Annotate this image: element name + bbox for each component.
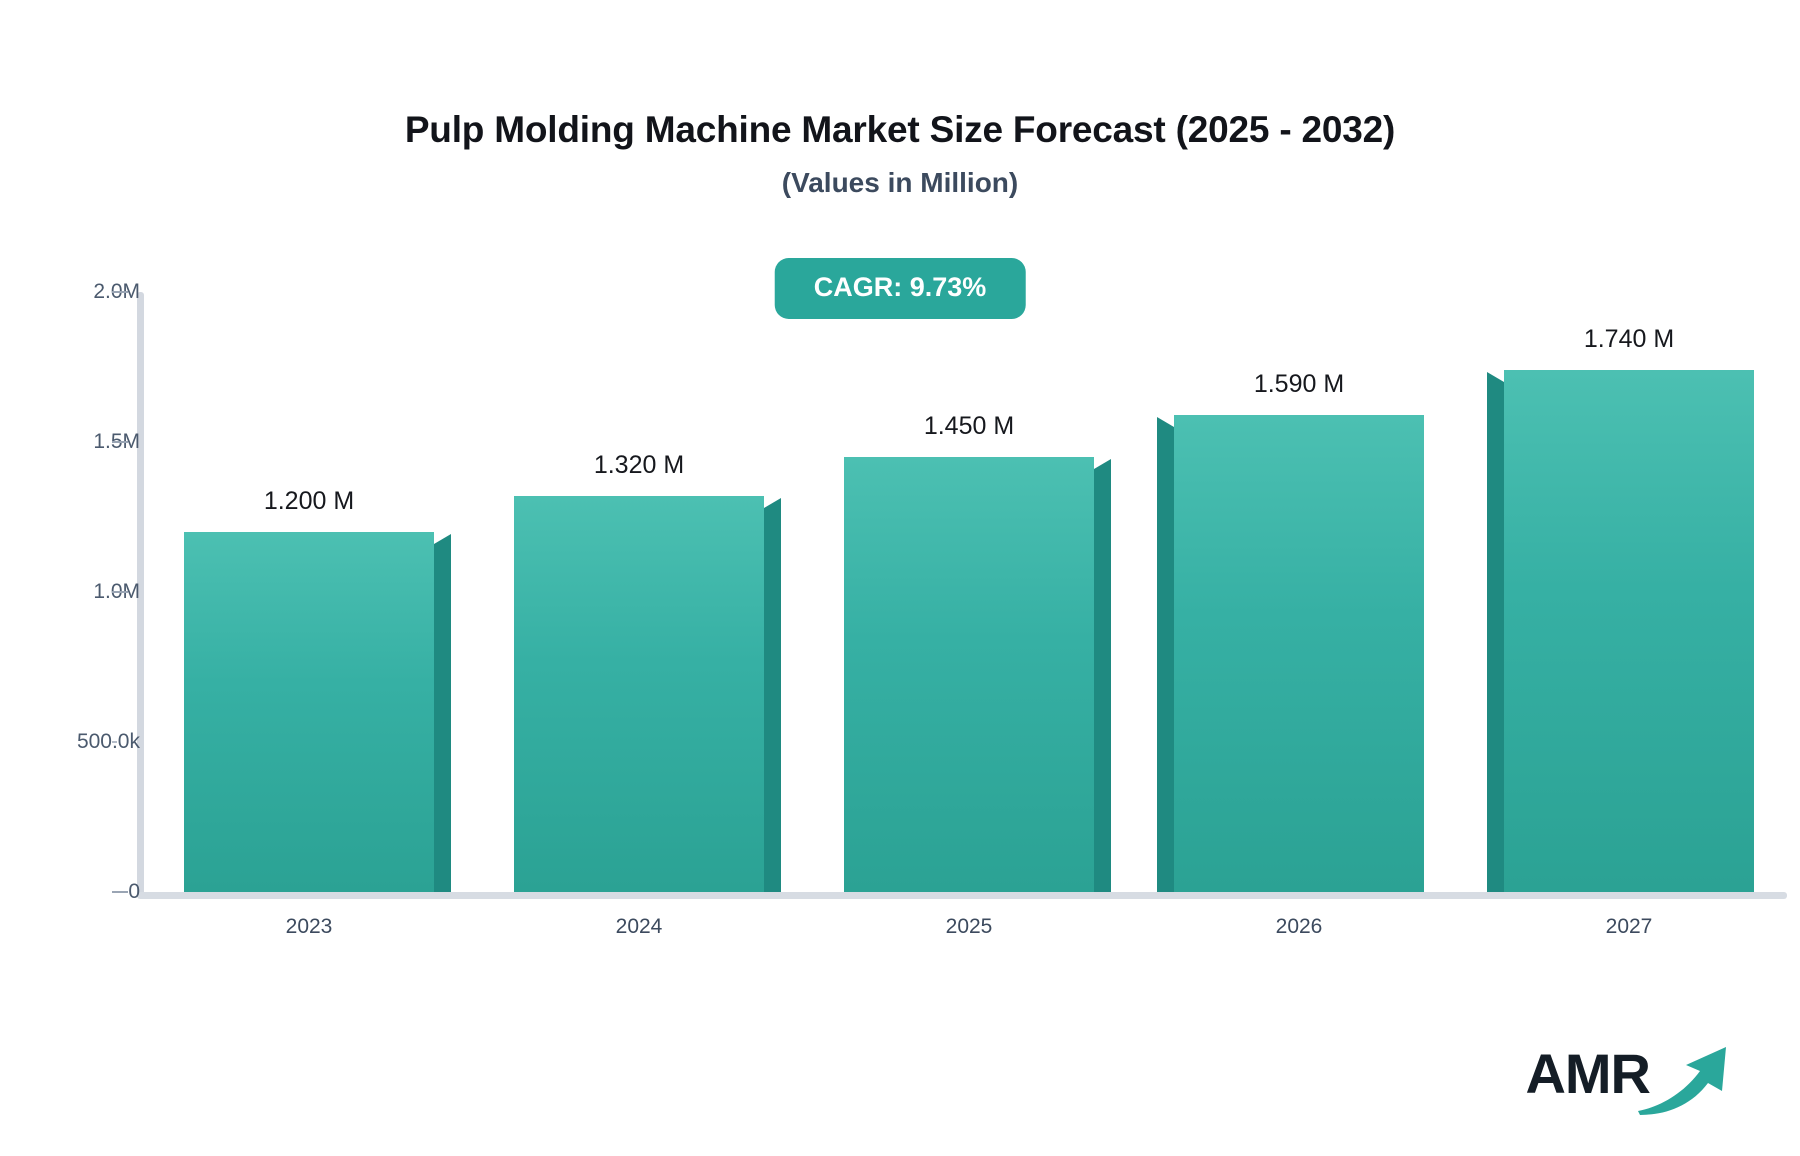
y-axis-tick-mark <box>112 591 128 593</box>
bar-series: 1.200 M 1.320 M 1.450 M 1.590 M 1.740 M <box>144 0 1794 1156</box>
amr-logo: AMR <box>1525 1034 1734 1115</box>
x-axis-line <box>137 892 1787 899</box>
x-axis-tick-label: 2023 <box>285 915 333 938</box>
y-axis-tick-mark <box>112 741 117 743</box>
y-axis-tick-mark <box>112 891 128 893</box>
bar-3d-side <box>1487 372 1504 892</box>
page-title: Pulp Molding Machine Market Size Forecas… <box>404 109 1396 150</box>
bar-value-label: 1.200 M <box>263 487 355 515</box>
bar-column[interactable]: 1.200 M <box>184 487 451 892</box>
bar-face <box>184 532 434 892</box>
growth-arrow-icon <box>1634 1041 1734 1120</box>
x-axis-tick-label: 2027 <box>1605 915 1653 938</box>
x-axis-tick-label: 2026 <box>1275 915 1323 938</box>
bar-column[interactable]: 1.590 M <box>1157 370 1424 892</box>
x-axis-tick-label: 2024 <box>615 915 663 938</box>
bar-value-label: 1.450 M <box>923 412 1015 440</box>
bar-column[interactable]: 1.320 M <box>514 451 781 892</box>
bar-value-label: 1.320 M <box>593 451 685 479</box>
y-axis-tick-label: 0 <box>128 880 140 903</box>
title-block: Pulp Molding Machine Market Size Forecas… <box>0 109 1800 198</box>
bar-value-label: 1.590 M <box>1253 370 1345 398</box>
bar-value-label: 1.740 M <box>1583 325 1675 353</box>
bar-face <box>844 457 1094 892</box>
bar-face <box>1504 370 1754 892</box>
y-axis-tick-mark <box>112 291 128 293</box>
cagr-badge: CAGR: 9.73% <box>774 258 1026 319</box>
bar-column[interactable]: 1.450 M <box>844 412 1111 892</box>
bar-3d-side <box>764 498 781 892</box>
y-axis-line <box>137 292 144 897</box>
chart-subtitle: (Values in Million) <box>781 166 1019 198</box>
y-axis-tick-label: 500.0k <box>76 730 140 753</box>
bar-column[interactable]: 1.740 M <box>1487 325 1754 892</box>
bar-3d-side <box>434 534 451 892</box>
bar-face <box>514 496 764 892</box>
y-axis-tick-mark <box>112 441 128 443</box>
bar-face <box>1174 415 1424 892</box>
bar-3d-side <box>1157 417 1174 892</box>
logo-text: AMR <box>1525 1042 1651 1105</box>
bar-3d-side <box>1094 459 1111 892</box>
x-axis-tick-label: 2025 <box>945 915 993 938</box>
